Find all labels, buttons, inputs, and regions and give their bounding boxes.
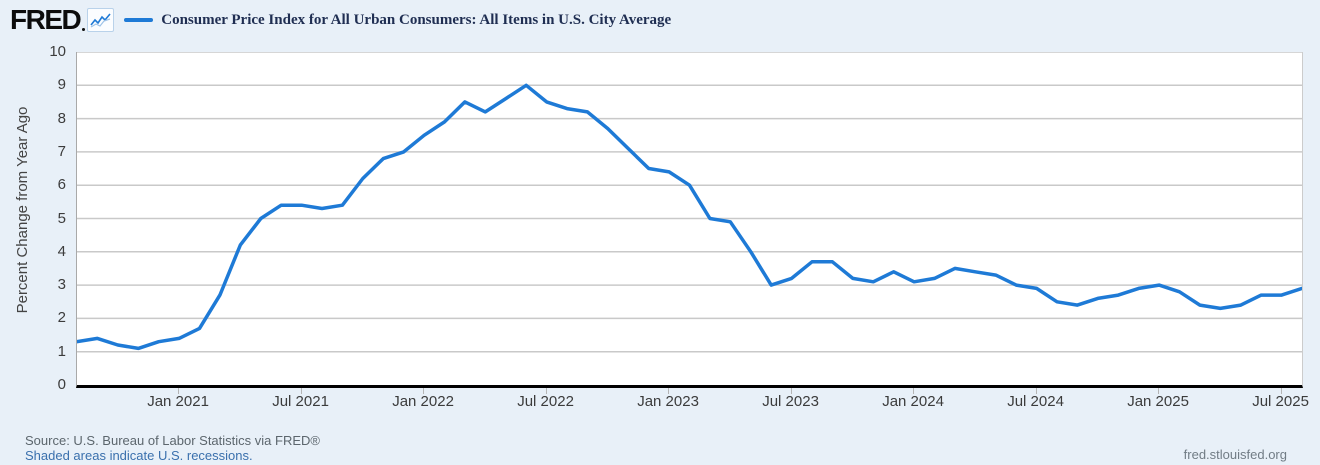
x-tick-label: Jan 2024 xyxy=(882,393,944,410)
x-tick-mark xyxy=(300,388,302,394)
x-tick-label: Jul 2022 xyxy=(517,393,574,410)
y-tick-label: 3 xyxy=(57,276,66,294)
x-tick-mark xyxy=(545,388,547,394)
recession-note-link[interactable]: Shaded areas indicate U.S. recessions. xyxy=(25,448,253,463)
x-tick-label: Jul 2025 xyxy=(1252,393,1309,410)
x-tick-mark xyxy=(178,388,180,394)
chart-header: FRED Consumer Price Index for All Urban … xyxy=(10,5,671,35)
y-tick-label: 7 xyxy=(57,142,66,160)
x-tick-label: Jan 2022 xyxy=(392,393,454,410)
x-tick-label: Jul 2023 xyxy=(762,393,819,410)
x-tick-label: Jan 2021 xyxy=(147,393,209,410)
x-tick-mark xyxy=(1158,388,1160,394)
x-tick-label: Jul 2024 xyxy=(1007,393,1064,410)
series-title-link[interactable]: Consumer Price Index for All Urban Consu… xyxy=(161,11,672,28)
source-text: Source: U.S. Bureau of Labor Statistics … xyxy=(25,433,320,448)
fred-logo-text: FRED xyxy=(10,4,82,35)
x-tick-mark xyxy=(1280,388,1282,394)
y-tick-label: 4 xyxy=(57,242,66,260)
x-tick-mark xyxy=(1035,388,1037,394)
x-tick-label: Jul 2021 xyxy=(272,393,329,410)
y-tick-label: 5 xyxy=(57,209,66,227)
y-tick-label: 6 xyxy=(57,176,66,194)
y-tick-label: 2 xyxy=(57,309,66,327)
chart-footer: Source: U.S. Bureau of Labor Statistics … xyxy=(25,433,320,463)
x-tick-label: Jan 2023 xyxy=(637,393,699,410)
chart-canvas xyxy=(77,52,1302,353)
registered-trademark-icon xyxy=(82,28,86,31)
y-tick-label: 8 xyxy=(57,109,66,127)
y-tick-label: 10 xyxy=(49,43,66,60)
plot-area[interactable] xyxy=(76,52,1303,388)
fred-site-link[interactable]: fred.stlouisfed.org xyxy=(1183,447,1287,462)
y-tick-label: 9 xyxy=(57,76,66,94)
y-tick-label: 1 xyxy=(57,342,66,360)
legend-line-swatch xyxy=(124,18,154,22)
x-tick-mark xyxy=(423,388,425,394)
fred-sparkline-icon xyxy=(87,8,115,32)
y-tick-label: 0 xyxy=(57,376,66,393)
cpi-data-line xyxy=(77,83,1302,351)
x-tick-mark xyxy=(790,388,792,394)
x-tick-mark xyxy=(668,388,670,394)
x-tick-mark xyxy=(913,388,915,394)
x-tick-label: Jan 2025 xyxy=(1127,393,1189,410)
fred-logo[interactable]: FRED xyxy=(10,6,87,34)
